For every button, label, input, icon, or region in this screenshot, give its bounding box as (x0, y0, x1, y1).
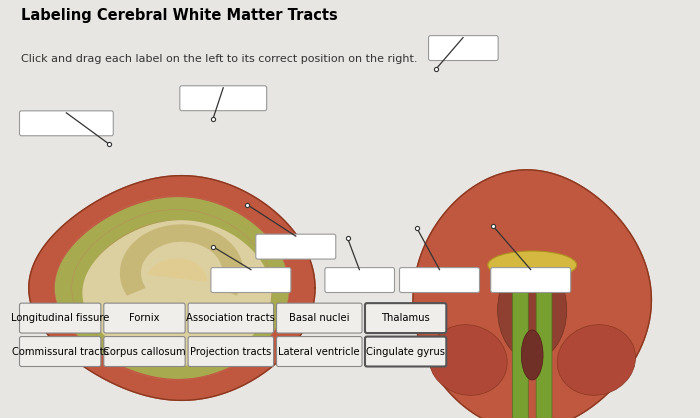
FancyBboxPatch shape (365, 336, 447, 367)
Polygon shape (55, 198, 288, 378)
Ellipse shape (522, 330, 543, 380)
FancyBboxPatch shape (428, 36, 498, 61)
FancyBboxPatch shape (365, 303, 447, 333)
FancyBboxPatch shape (20, 336, 101, 367)
Polygon shape (83, 221, 271, 365)
Polygon shape (120, 225, 243, 295)
FancyBboxPatch shape (536, 274, 552, 418)
Text: Thalamus: Thalamus (382, 313, 430, 323)
FancyBboxPatch shape (491, 268, 570, 293)
FancyBboxPatch shape (104, 303, 185, 333)
FancyBboxPatch shape (276, 303, 362, 333)
FancyBboxPatch shape (180, 86, 267, 111)
FancyBboxPatch shape (20, 111, 113, 136)
Polygon shape (29, 176, 315, 400)
Ellipse shape (429, 325, 507, 395)
Text: Association tracts: Association tracts (186, 313, 275, 323)
Text: Projection tracts: Projection tracts (190, 347, 272, 357)
FancyBboxPatch shape (276, 336, 362, 367)
FancyBboxPatch shape (104, 336, 185, 367)
FancyBboxPatch shape (400, 268, 480, 293)
Text: Basal nuclei: Basal nuclei (289, 313, 349, 323)
FancyBboxPatch shape (20, 303, 101, 333)
Polygon shape (413, 170, 652, 418)
Text: Labeling Cerebral White Matter Tracts: Labeling Cerebral White Matter Tracts (22, 8, 338, 23)
Text: Cingulate gyrus: Cingulate gyrus (366, 347, 445, 357)
FancyBboxPatch shape (256, 234, 336, 259)
Text: Click and drag each label on the left to its correct position on the right.: Click and drag each label on the left to… (22, 54, 418, 64)
Ellipse shape (488, 251, 577, 279)
Text: Longitudinal fissure: Longitudinal fissure (11, 313, 109, 323)
FancyBboxPatch shape (188, 336, 274, 367)
Text: Fornix: Fornix (130, 313, 160, 323)
Polygon shape (148, 259, 206, 281)
Text: Commissural tracts: Commissural tracts (12, 347, 109, 357)
Ellipse shape (557, 325, 636, 395)
FancyBboxPatch shape (188, 303, 274, 333)
Ellipse shape (498, 260, 567, 360)
Text: Corpus callosum: Corpus callosum (103, 347, 186, 357)
FancyBboxPatch shape (211, 268, 291, 293)
FancyBboxPatch shape (512, 274, 528, 418)
Text: Lateral ventricle: Lateral ventricle (279, 347, 360, 357)
FancyBboxPatch shape (325, 268, 395, 293)
